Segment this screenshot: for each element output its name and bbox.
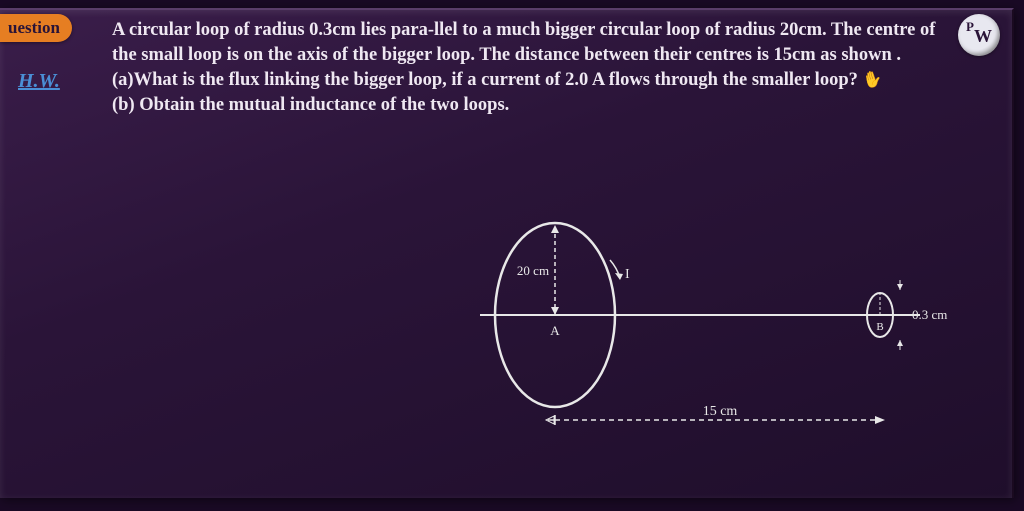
big-loop-center-label: A [550,323,560,338]
pw-logo-badge: PW [958,14,1000,56]
diagram-svg: A 20 cm I B 0.3 cm 15 cm [420,220,980,440]
big-loop-radius-label: 20 cm [517,263,549,278]
question-part-b: (b) Obtain the mutual inductance of the … [112,95,509,115]
loops-diagram: A 20 cm I B 0.3 cm 15 cm [420,220,980,440]
question-badge-label: uestion [8,18,60,37]
current-label: I [625,267,630,282]
question-badge: uestion [0,14,72,42]
small-loop-radius-label: 0.3 cm [912,307,947,322]
radius-arrow-down [551,307,559,315]
distance-arrow-right [875,416,885,424]
question-body: A circular loop of radius 0.3cm lies par… [112,18,944,118]
question-part-a: (a)What is the flux linking the bigger l… [112,70,858,90]
small-loop-center-label: B [876,321,883,333]
pointer-hand-icon: ✋ [860,68,885,94]
distance-label: 15 cm [703,404,738,419]
current-arrowhead [615,273,623,280]
question-intro: A circular loop of radius 0.3cm lies par… [112,20,935,65]
pw-logo-text: PW [966,23,992,47]
homework-label: H.W. [18,70,60,93]
radius-arrow-up [551,225,559,233]
